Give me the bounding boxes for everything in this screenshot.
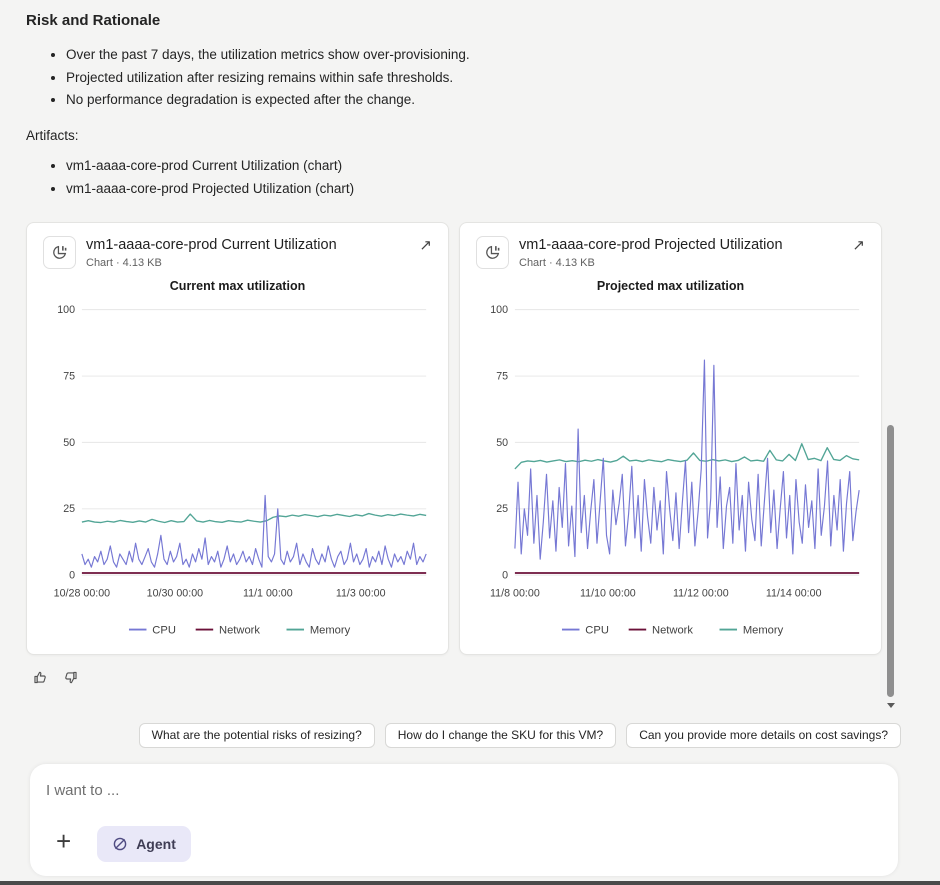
risk-bullet-list: Over the past 7 days, the utilization me… <box>26 46 940 110</box>
svg-text:75: 75 <box>63 371 75 383</box>
svg-text:Memory: Memory <box>310 625 351 637</box>
window-edge <box>0 881 940 885</box>
svg-text:11/1 00:00: 11/1 00:00 <box>243 588 293 600</box>
svg-text:10/28 00:00: 10/28 00:00 <box>54 588 111 600</box>
card-title: vm1-aaaa-core-prod Projected Utilization <box>519 237 783 254</box>
svg-text:CPU: CPU <box>152 625 176 637</box>
artifact-item: vm1-aaaa-core-prod Current Utilization (… <box>66 157 940 176</box>
card-title: vm1-aaaa-core-prod Current Utilization <box>86 237 337 254</box>
chart-title: Current max utilization <box>169 279 306 294</box>
card-subtitle: Chart · 4.13 KB <box>86 257 162 270</box>
svg-text:0: 0 <box>502 570 508 582</box>
suggestion-chip[interactable]: Can you provide more details on cost sav… <box>626 722 901 748</box>
svg-text:25: 25 <box>496 503 508 515</box>
risk-bullet: Over the past 7 days, the utilization me… <box>66 46 940 65</box>
section-title: Risk and Rationale <box>26 12 161 29</box>
svg-text:50: 50 <box>496 437 508 449</box>
expand-icon[interactable]: ↗ <box>852 237 865 255</box>
chat-input[interactable] <box>46 781 878 799</box>
svg-text:Memory: Memory <box>743 625 784 637</box>
agent-button[interactable]: Agent <box>97 825 191 862</box>
agent-button-label: Agent <box>136 835 176 852</box>
feedback-row <box>32 669 940 687</box>
card-subtitle: Chart · 4.13 KB <box>519 257 595 270</box>
svg-text:11/14 00:00: 11/14 00:00 <box>766 588 822 600</box>
agent-icon <box>112 836 128 852</box>
artifact-list: vm1-aaaa-core-prod Current Utilization (… <box>26 157 940 198</box>
svg-text:11/3 00:00: 11/3 00:00 <box>336 588 386 600</box>
chart-card-projected: vm1-aaaa-core-prod Projected Utilization… <box>459 222 882 655</box>
svg-text:CPU: CPU <box>585 625 609 637</box>
projected-utilization-chart: 0 25 50 75 100 11/8 00:00 11/10 00:00 11/12 00:… <box>490 304 860 637</box>
card-header: vm1-aaaa-core-prod Projected Utilization… <box>476 236 865 269</box>
suggestion-row: What are the potential risks of resizing… <box>0 722 901 748</box>
svg-text:100: 100 <box>490 304 508 316</box>
card-header: vm1-aaaa-core-prod Current Utilization C… <box>43 236 432 269</box>
svg-text:11/10 00:00: 11/10 00:00 <box>580 588 636 600</box>
composer-actions: + Agent <box>46 825 878 862</box>
thumbs-up-button[interactable] <box>32 669 49 687</box>
svg-text:0: 0 <box>69 570 75 582</box>
svg-text:10/30 00:00: 10/30 00:00 <box>147 588 204 600</box>
suggestion-chip[interactable]: What are the potential risks of resizing… <box>138 722 375 748</box>
composer: + Agent <box>30 763 898 876</box>
scrollbar-thumb[interactable] <box>887 425 894 697</box>
risk-bullet: No performance degradation is expected a… <box>66 91 940 110</box>
svg-text:25: 25 <box>63 503 75 515</box>
svg-text:75: 75 <box>496 371 508 383</box>
card-titles: vm1-aaaa-core-prod Projected Utilization… <box>519 236 840 269</box>
card-titles: vm1-aaaa-core-prod Current Utilization C… <box>86 236 407 269</box>
suggestion-chip[interactable]: How do I change the SKU for this VM? <box>384 722 617 748</box>
chart-file-icon <box>43 236 76 270</box>
svg-text:Network: Network <box>219 625 260 637</box>
expand-icon[interactable]: ↗ <box>419 237 432 255</box>
artifact-item: vm1-aaaa-core-prod Projected Utilization… <box>66 180 940 199</box>
chart-card-current: vm1-aaaa-core-prod Current Utilization C… <box>26 222 449 655</box>
svg-text:Network: Network <box>652 625 693 637</box>
artifacts-label: Artifacts: <box>26 127 79 143</box>
svg-text:11/12 00:00: 11/12 00:00 <box>673 588 729 600</box>
chart-title: Projected max utilization <box>596 279 745 294</box>
scroll-down-icon[interactable] <box>887 703 895 708</box>
chart-cards-row: vm1-aaaa-core-prod Current Utilization C… <box>26 222 882 655</box>
risk-bullet: Projected utilization after resizing rem… <box>66 69 940 88</box>
chart-file-icon <box>476 236 509 270</box>
add-attachment-button[interactable]: + <box>46 828 75 856</box>
svg-text:11/8 00:00: 11/8 00:00 <box>490 588 540 600</box>
svg-text:50: 50 <box>63 437 75 449</box>
current-utilization-chart: 0 25 50 75 100 10/28 00:00 10/30 00:00 11/1 00:… <box>54 304 427 637</box>
thumbs-down-button[interactable] <box>62 669 79 687</box>
svg-text:100: 100 <box>57 304 75 316</box>
